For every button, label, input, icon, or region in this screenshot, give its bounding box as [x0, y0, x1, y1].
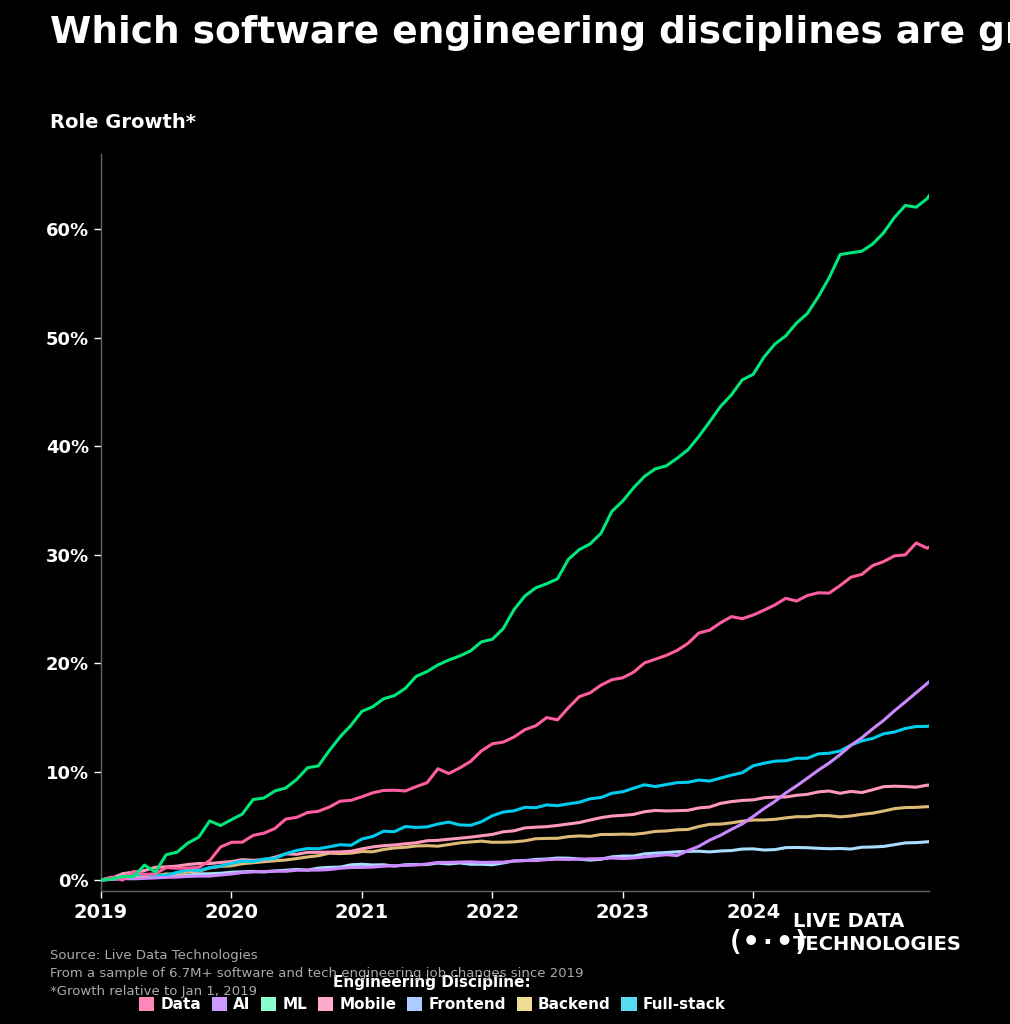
Text: (•·•): (•·•) [727, 930, 811, 957]
Legend: Data, AI, ML, Mobile, Frontend, Backend, Full-stack: Data, AI, ML, Mobile, Frontend, Backend,… [132, 969, 732, 1019]
Text: Role Growth*: Role Growth* [50, 113, 196, 132]
Text: Which software engineering disciplines are growing fastest?: Which software engineering disciplines a… [50, 15, 1010, 51]
Text: Source: Live Data Technologies
From a sample of 6.7M+ software and tech engineer: Source: Live Data Technologies From a sa… [50, 949, 584, 998]
Text: LIVE DATA
TECHNOLOGIES: LIVE DATA TECHNOLOGIES [793, 911, 962, 954]
